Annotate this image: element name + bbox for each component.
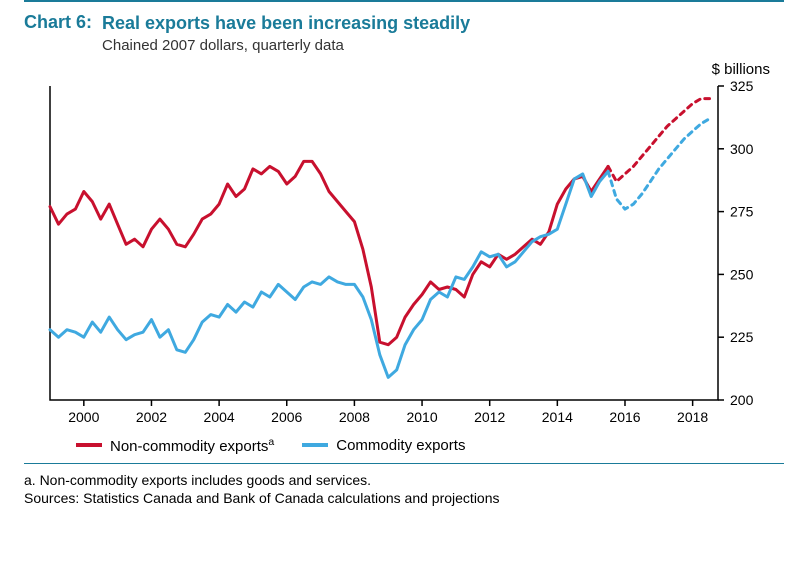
x-tick-label: 2012 (474, 409, 505, 425)
x-tick-label: 2010 (406, 409, 437, 425)
y-tick-label: 200 (730, 392, 754, 408)
footnote-a: a. Non-commodity exports includes goods … (24, 472, 784, 488)
axis-frame (50, 86, 718, 400)
x-tick-label: 2004 (204, 409, 235, 425)
series-commodity-solid (50, 171, 608, 377)
chart-area: $ billions 200 225 250 275 300 325 2000 2002 2004… (24, 60, 778, 430)
chart-title: Real exports have been increasing steadi… (102, 12, 470, 35)
legend-sup: a (268, 436, 274, 448)
x-tick-label: 2000 (68, 409, 99, 425)
header: Chart 6: Real exports have been increasi… (24, 12, 784, 54)
x-tick-label: 2016 (609, 409, 640, 425)
x-tick-label: 2002 (136, 409, 167, 425)
chart-subtitle: Chained 2007 dollars, quarterly data (102, 37, 470, 54)
y-tick-label: 250 (730, 266, 754, 282)
legend-item-commodity: Commodity exports (302, 437, 465, 454)
y-tick-label: 275 (730, 203, 754, 219)
x-tick-label: 2018 (677, 409, 708, 425)
y-tick-label: 325 (730, 78, 754, 94)
x-tick-label: 2014 (542, 409, 573, 425)
legend-item-noncommodity: Non-commodity exportsa (76, 436, 274, 455)
top-rule (24, 0, 784, 2)
chart-number: Chart 6: (24, 12, 92, 33)
y-tick-label: 225 (730, 329, 754, 345)
legend-label: Commodity exports (336, 437, 465, 454)
x-tick-label: 2008 (339, 409, 370, 425)
y-axis-unit: $ billions (712, 61, 770, 78)
x-tick-label: 2006 (271, 409, 302, 425)
y-tick-label: 300 (730, 140, 754, 156)
sources: Sources: Statistics Canada and Bank of C… (24, 490, 784, 506)
legend-label: Non-commodity exports (110, 438, 268, 455)
series-commodity-dashed (608, 118, 709, 208)
mid-rule (24, 463, 784, 464)
legend: Non-commodity exportsa Commodity exports (76, 436, 784, 455)
